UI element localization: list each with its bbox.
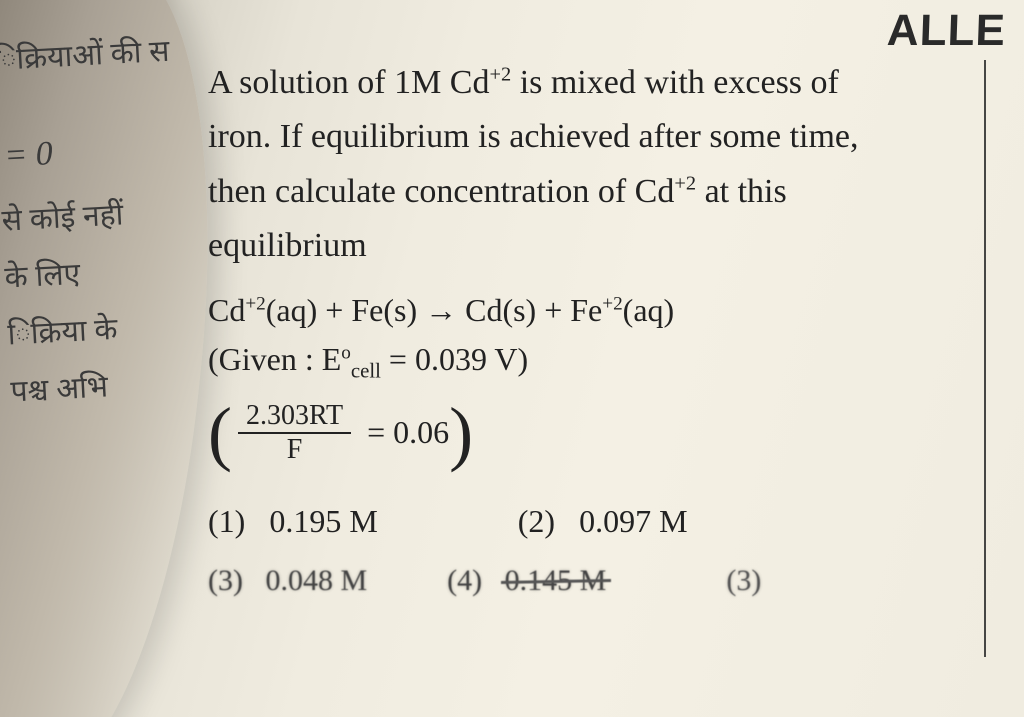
option-1: (1) 0.195 M [208,503,378,540]
p-sup1: +2 [489,64,511,86]
eq-arrow: → [417,292,465,328]
option-3-num: (3) [208,564,243,597]
eq-cds: Cd(s) [465,292,536,328]
left-eq-zero: = 0 [3,128,179,175]
eq-fe2-sup: +2 [602,293,622,314]
brand-logo: ALLE [886,6,1007,56]
given-prefix: (Given : E [208,341,341,377]
right-margin-rule [984,60,986,657]
p-line2: iron. If equilibrium is achieved after s… [208,118,859,155]
option-4-num: (4) [447,564,482,597]
frac-num: 2.303RT [238,400,351,432]
p-line4: equilibrium [208,227,367,264]
page-surface: ALLE िक्रियाओं की स = 0 से कोई नहीं के ल… [0,0,1024,717]
problem-text: A solution of 1M Cd+2 is mixed with exce… [208,56,966,274]
option-2-val: 0.097 M [579,503,687,539]
question-block: A solution of 1M Cd+2 is mixed with exce… [208,56,966,598]
fraction: 2.303RT F [238,400,351,466]
option-4: (4) 0.145 M [447,564,606,598]
left-cut-text: िक्रियाओं की स = 0 से कोई नहीं के लिए िक… [0,26,192,424]
eq-fe2: Fe [570,292,602,328]
eq-cd: Cd [208,292,245,328]
given-val: = 0.039 V) [381,341,528,377]
option-2: (2) 0.097 M [518,503,688,540]
option-4-val: 0.145 M [505,564,607,597]
option-3: (3) 0.048 M [208,564,367,598]
p-line3b: at this [696,173,787,210]
option-1-num: (1) [208,503,245,539]
option-1-val: 0.195 M [269,503,377,539]
paren-right: ) [449,397,473,469]
eq-cd-state: (aq) [266,292,318,328]
left-line-4: िक्रिया के [6,300,189,366]
left-line-5: पश्च अभि [9,357,192,423]
eq-cd-sup: +2 [245,293,265,314]
frac-den: F [279,434,311,466]
given-line: (Given : Eocell = 0.039 V) [208,341,966,383]
given-sup: o [341,342,351,363]
eq-fe: Fe(s) [351,292,417,328]
reaction-equation: Cd+2(aq) + Fe(s) → Cd(s) + Fe+2(aq) [208,292,966,329]
handwritten-tail: (3) [726,564,761,598]
options-row-1: (1) 0.195 M (2) 0.097 M [208,503,966,540]
p-line1b: is mixed with excess of [511,64,839,101]
paren-left: ( [208,397,232,469]
p-line3a: then calculate concentration of Cd [208,173,674,210]
frac-eq: = 0.06 [367,414,449,451]
option-3-val: 0.048 M [265,564,367,597]
rt-over-f: ( 2.303RT F = 0.06 ) [208,397,966,469]
given-sub: cell [351,359,381,382]
left-line-3: के लिए [3,243,186,309]
eq-fe2-state: (aq) [623,292,675,328]
p-sup3: +2 [674,172,696,194]
options-row-2: (3) 0.048 M (4) 0.145 M (3) [208,564,966,598]
option-2-num: (2) [518,503,555,539]
eq-plus1: + [317,292,351,328]
left-line-1: िक्रियाओं की स [0,26,175,92]
eq-plus2: + [536,292,570,328]
left-line-2: से कोई नहीं [0,186,183,252]
p-line1a: A solution of 1M Cd [208,64,489,101]
